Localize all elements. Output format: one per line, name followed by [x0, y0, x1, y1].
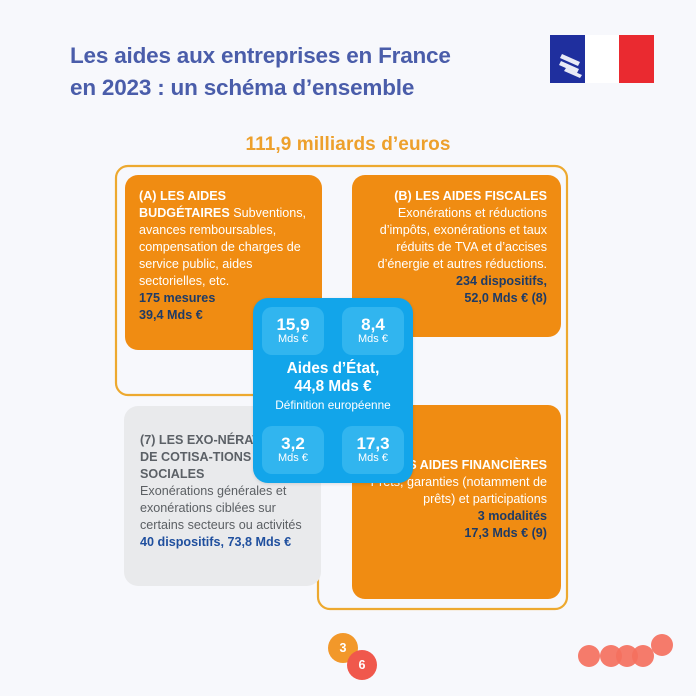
box-c-body: Prêts, garanties (notamment de prêts) et…: [370, 474, 547, 506]
box-a-heading: (A) LES AIDES BUDGÉTAIRES: [139, 189, 230, 220]
quadrant-1-unit: Mds €: [278, 333, 308, 346]
box-b-body: Exonérations et réductions d’impôts, exo…: [377, 205, 547, 271]
box-7-figure-1: 40 dispositifs, 73,8 Mds €: [140, 534, 292, 549]
page-title: Les aides aux entreprises en France en 2…: [70, 40, 530, 104]
page-badges: 3 6: [326, 632, 386, 684]
page-title-line2: en 2023 : un schéma d’ensemble: [70, 74, 415, 100]
page-badge-6[interactable]: 6: [347, 650, 377, 680]
quadrant-2-value: 8,4: [361, 314, 385, 334]
box-b-heading: (B) LES AIDES FISCALES: [394, 189, 547, 203]
box-a-body: Subventions, avances remboursables, comp…: [139, 205, 307, 288]
aides-etat-title-line1: Aides d’État,: [286, 360, 380, 377]
french-republic-marianne-logo: [546, 32, 658, 86]
quadrant-value-top-left: 15,9 Mds €: [262, 307, 324, 355]
box-c-figure-2: 17,3 Mds € (9): [464, 525, 547, 540]
box-c-heading: (C) LES AIDES FINANCIÈRES: [371, 458, 547, 472]
box-b-figure-1: 234 dispositifs,: [456, 273, 547, 288]
page-title-line1: Les aides aux entreprises en France: [70, 43, 451, 68]
aides-etat-subtitle: Définition européenne: [275, 397, 391, 412]
quadrant-4-value: 17,3: [356, 433, 390, 453]
aides-etat-label: Aides d’État, 44,8 Mds € Définition euro…: [253, 360, 413, 414]
box-aides-fiscales[interactable]: (B) LES AIDES FISCALES Exonérations et r…: [352, 175, 561, 337]
box-exonerations-cotisations-sociales[interactable]: (7) LES EXO-NÉRATIONS DE COTISA-TIONS SO…: [124, 406, 321, 586]
aides-etat-title-line2: 44,8 Mds €: [294, 378, 372, 396]
quadrant-3-unit: Mds €: [278, 452, 308, 465]
box-a-figure-2: 39,4 Mds €: [139, 307, 203, 322]
aides-etat-panel[interactable]: 15,9 Mds € 8,4 Mds € 3,2 Mds € 17,3 Mds …: [253, 298, 413, 483]
box-a-figure-1: 175 mesures: [139, 290, 216, 305]
box-c-figure-1: 3 modalités: [477, 508, 547, 523]
quadrant-3-value: 3,2: [281, 433, 305, 453]
total-amount: 111,9 milliards d’euros: [245, 134, 451, 155]
quadrant-1-value: 15,9: [276, 314, 310, 334]
box-7-body: Exonérations générales et exonérations c…: [140, 483, 302, 532]
quadrant-2-unit: Mds €: [358, 333, 388, 346]
dot-5: [651, 634, 673, 656]
dot-4: [632, 645, 654, 667]
decorative-dots: [575, 634, 675, 668]
quadrant-value-bottom-right: 17,3 Mds €: [342, 426, 404, 474]
quadrant-value-top-right: 8,4 Mds €: [342, 307, 404, 355]
dot-1: [578, 645, 600, 667]
quadrant-value-bottom-left: 3,2 Mds €: [262, 426, 324, 474]
quadrant-4-unit: Mds €: [358, 452, 388, 465]
box-b-figure-2: 52,0 Mds € (8): [464, 290, 547, 305]
